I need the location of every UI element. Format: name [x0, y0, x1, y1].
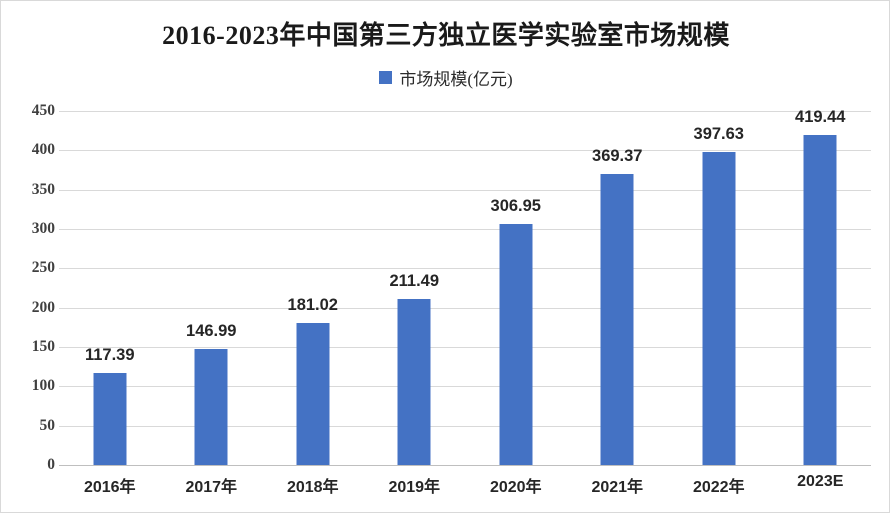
- y-axis-tick-label: 250: [31, 259, 55, 277]
- x-axis-tick-label: 2017年: [185, 479, 238, 496]
- bar-value-label: 397.63: [693, 125, 744, 144]
- x-axis-tick-label: 2023E: [797, 473, 844, 490]
- x-axis-tick-label: 2021年: [591, 479, 644, 496]
- x-axis-tick-label: 2018年: [286, 479, 339, 496]
- gridline: [59, 347, 871, 348]
- x-axis-tick-label: 2020年: [489, 479, 542, 496]
- bar-group[interactable]: 306.95: [465, 111, 567, 465]
- y-axis-tick-label: 200: [31, 298, 55, 316]
- legend-item-label: 市场规模(亿元): [399, 70, 513, 89]
- bar[interactable]: [803, 135, 837, 465]
- y-axis-tick-label: 400: [31, 141, 55, 159]
- bar-group[interactable]: 211.49: [364, 111, 466, 465]
- y-axis-tick-label: 0: [47, 456, 55, 473]
- bar-group[interactable]: 146.99: [161, 111, 263, 465]
- y-axis: 0 50 100 150 200 250 300 350 400 450: [1, 102, 56, 473]
- bar-value-label: 181.02: [287, 295, 338, 314]
- x-axis-tick-label: 2016年: [83, 479, 136, 496]
- bar-group[interactable]: 369.37: [567, 111, 669, 465]
- gridline: [59, 111, 871, 112]
- bar-value-label: 117.39: [84, 345, 135, 364]
- gridline: [59, 307, 871, 309]
- gridline: [59, 268, 871, 270]
- gridline: [59, 425, 871, 427]
- x-axis-line: [59, 465, 871, 466]
- bar[interactable]: [499, 223, 533, 465]
- x-axis: 2016年 2017年 2018年 2019年 2020年 2021年 2022年 2023E: [59, 473, 871, 501]
- bar[interactable]: [397, 298, 431, 465]
- chart-legend: 市场规模(亿元): [1, 65, 889, 90]
- x-axis-tick-label: 2019年: [388, 479, 441, 496]
- gridline: [59, 229, 871, 230]
- gridline: [59, 189, 871, 191]
- x-axis-tick-label: 2022年: [692, 479, 745, 496]
- gridline: [59, 386, 871, 388]
- bar[interactable]: [296, 322, 330, 465]
- y-axis-tick-label: 350: [31, 180, 55, 198]
- bar[interactable]: [600, 174, 634, 465]
- bar-value-label: 211.49: [389, 271, 440, 290]
- bar[interactable]: [194, 349, 228, 465]
- bar[interactable]: [702, 152, 736, 465]
- bar-value-label: 146.99: [186, 322, 237, 341]
- y-axis-tick-label: 150: [31, 338, 55, 355]
- bar[interactable]: [93, 372, 127, 465]
- bar-group[interactable]: 397.63: [668, 111, 770, 465]
- bar-group[interactable]: 181.02: [262, 111, 364, 465]
- chart-title: 2016-2023年中国第三方独立医学实验室市场规模: [162, 21, 730, 50]
- bar-group[interactable]: 117.39: [59, 111, 161, 465]
- plot-area: 117.39 146.99 181.02 211.49 306.95 369.37 397.…: [59, 108, 872, 466]
- y-axis-tick-label: 100: [31, 377, 55, 395]
- bar-value-label: 306.95: [490, 196, 541, 215]
- bar-value-label: 369.37: [592, 147, 643, 166]
- legend-color-swatch: [379, 71, 393, 84]
- y-axis-tick-label: 300: [31, 220, 55, 237]
- gridline: [59, 150, 871, 152]
- y-axis-tick-label: 50: [39, 416, 56, 434]
- bar-value-label: 419.44: [795, 108, 846, 127]
- y-axis-tick-label: 450: [31, 102, 55, 119]
- bar-group[interactable]: 419.44: [770, 108, 872, 465]
